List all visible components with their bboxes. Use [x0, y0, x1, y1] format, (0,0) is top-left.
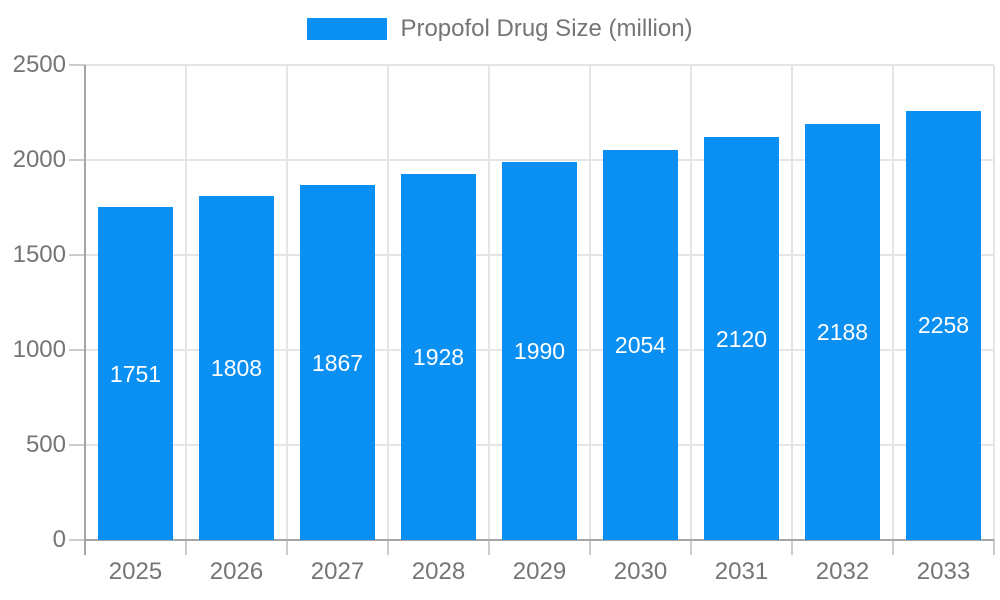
x-tick-label: 2029 — [512, 558, 567, 585]
y-tick-label: 2000 — [12, 146, 66, 173]
x-axis-tick — [387, 540, 389, 555]
x-tick-label: 2031 — [714, 558, 769, 585]
bar-value-label: 2054 — [614, 331, 667, 358]
gridline-vertical — [185, 65, 187, 540]
x-axis-tick — [589, 540, 591, 555]
y-axis-tick — [69, 539, 85, 541]
legend-label[interactable]: Propofol Drug Size (million) — [400, 15, 693, 42]
bar-2026 — [199, 196, 274, 540]
gridline-vertical — [791, 65, 793, 540]
x-tick-label: 2033 — [916, 558, 971, 585]
y-tick-label: 0 — [52, 526, 66, 553]
x-axis-tick — [286, 540, 288, 555]
bar-2032 — [805, 124, 880, 540]
legend[interactable]: Propofol Drug Size (million) — [0, 15, 1000, 42]
legend-swatch[interactable] — [307, 18, 388, 40]
bar-value-label: 1867 — [311, 349, 364, 376]
bar-value-label: 1751 — [109, 360, 162, 387]
x-axis-tick — [993, 540, 995, 555]
gridline-vertical — [993, 65, 995, 540]
y-tick-label: 1000 — [12, 336, 66, 363]
x-tick-label: 2028 — [411, 558, 466, 585]
bar-2025 — [98, 207, 173, 540]
gridline-vertical — [387, 65, 389, 540]
y-axis-tick — [69, 349, 85, 351]
gridline-vertical — [286, 65, 288, 540]
bar-value-label: 1928 — [412, 343, 465, 370]
y-axis-tick — [69, 254, 85, 256]
y-axis-tick — [69, 64, 85, 66]
x-axis-tick — [791, 540, 793, 555]
gridline-horizontal — [85, 64, 994, 66]
y-axis-tick — [69, 444, 85, 446]
x-tick-label: 2027 — [310, 558, 365, 585]
gridline-horizontal — [85, 159, 994, 161]
bar-2030 — [603, 149, 678, 540]
x-axis — [85, 539, 994, 541]
bar-2029 — [502, 161, 577, 540]
y-axis-tick — [69, 159, 85, 161]
gridline-vertical — [892, 65, 894, 540]
x-tick-label: 2030 — [613, 558, 668, 585]
bar-2027 — [300, 185, 375, 540]
gridline-vertical — [589, 65, 591, 540]
bar-2028 — [401, 173, 476, 540]
bar-value-label: 2120 — [715, 325, 768, 352]
x-axis-tick — [690, 540, 692, 555]
bar-2033 — [906, 110, 981, 540]
bar-2031 — [704, 137, 779, 540]
y-tick-label: 1500 — [12, 241, 66, 268]
y-tick-label: 2500 — [12, 51, 66, 78]
x-axis-tick — [488, 540, 490, 555]
y-tick-label: 500 — [25, 431, 66, 458]
bar-value-label: 1990 — [513, 337, 566, 364]
x-axis-tick — [892, 540, 894, 555]
x-tick-label: 2026 — [209, 558, 264, 585]
x-axis-tick — [185, 540, 187, 555]
y-axis — [84, 65, 86, 555]
gridline-vertical — [488, 65, 490, 540]
x-tick-label: 2032 — [815, 558, 870, 585]
gridline-vertical — [690, 65, 692, 540]
x-tick-label: 2025 — [108, 558, 163, 585]
bar-value-label: 2258 — [917, 312, 970, 339]
bar-value-label: 2188 — [816, 319, 869, 346]
bar-value-label: 1808 — [210, 355, 263, 382]
